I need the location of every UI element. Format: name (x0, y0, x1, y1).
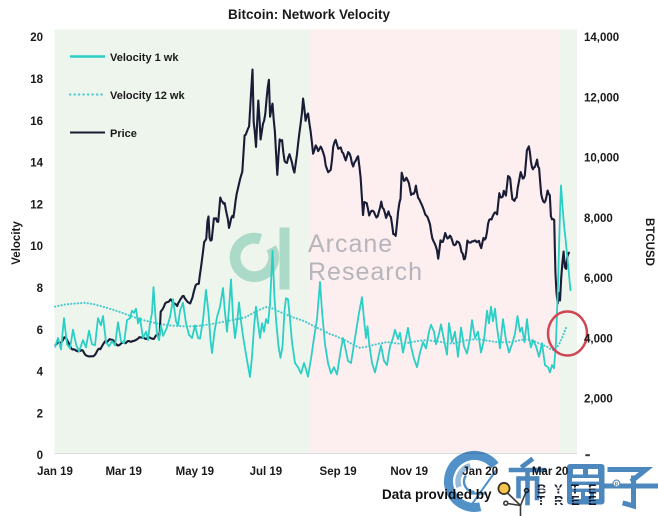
svg-text:20: 20 (30, 32, 43, 44)
svg-text:Velocity 12 wk: Velocity 12 wk (110, 90, 185, 102)
svg-text:T: T (537, 493, 545, 508)
svg-text:8,000: 8,000 (584, 213, 613, 225)
svg-text:Nov 19: Nov 19 (390, 466, 428, 478)
svg-text:Jul 19: Jul 19 (250, 466, 283, 478)
svg-text:Jan 20: Jan 20 (462, 466, 498, 478)
svg-text:Mar 19: Mar 19 (105, 466, 141, 478)
svg-text:BTCUSD: BTCUSD (643, 218, 655, 266)
svg-text:Jan 19: Jan 19 (37, 466, 73, 478)
svg-text:4: 4 (37, 367, 44, 379)
svg-text:2,000: 2,000 (584, 394, 613, 406)
svg-text:Bitcoin: Network Velocity: Bitcoin: Network Velocity (228, 7, 391, 22)
svg-text:18: 18 (30, 74, 43, 86)
svg-text:Arcane: Arcane (308, 230, 393, 258)
svg-text:Velocity: Velocity (11, 221, 23, 265)
svg-text:Y: Y (554, 482, 563, 497)
svg-text:2: 2 (37, 408, 43, 420)
svg-text:6: 6 (37, 325, 43, 337)
svg-text:4,000: 4,000 (584, 333, 613, 345)
svg-text:Research: Research (308, 258, 423, 286)
svg-text:12,000: 12,000 (584, 92, 619, 104)
svg-text:10: 10 (30, 241, 43, 253)
svg-text:14: 14 (30, 158, 43, 170)
svg-text:16: 16 (30, 116, 43, 128)
svg-text:Sep 19: Sep 19 (320, 466, 357, 478)
svg-text:8: 8 (37, 283, 44, 295)
svg-text:R: R (554, 493, 564, 508)
svg-text:Velocity 1 wk: Velocity 1 wk (110, 52, 179, 64)
svg-text:10,000: 10,000 (584, 153, 619, 165)
svg-text:12: 12 (30, 199, 43, 211)
svg-text:14,000: 14,000 (584, 32, 619, 44)
svg-text:Data provided by: Data provided by (382, 487, 492, 502)
svg-text:Price: Price (110, 128, 137, 140)
svg-text:B: B (537, 482, 546, 497)
svg-text:R: R (615, 482, 619, 488)
svg-text:0: 0 (37, 450, 43, 462)
svg-text:May 19: May 19 (176, 466, 214, 478)
svg-text:6,000: 6,000 (584, 273, 613, 285)
